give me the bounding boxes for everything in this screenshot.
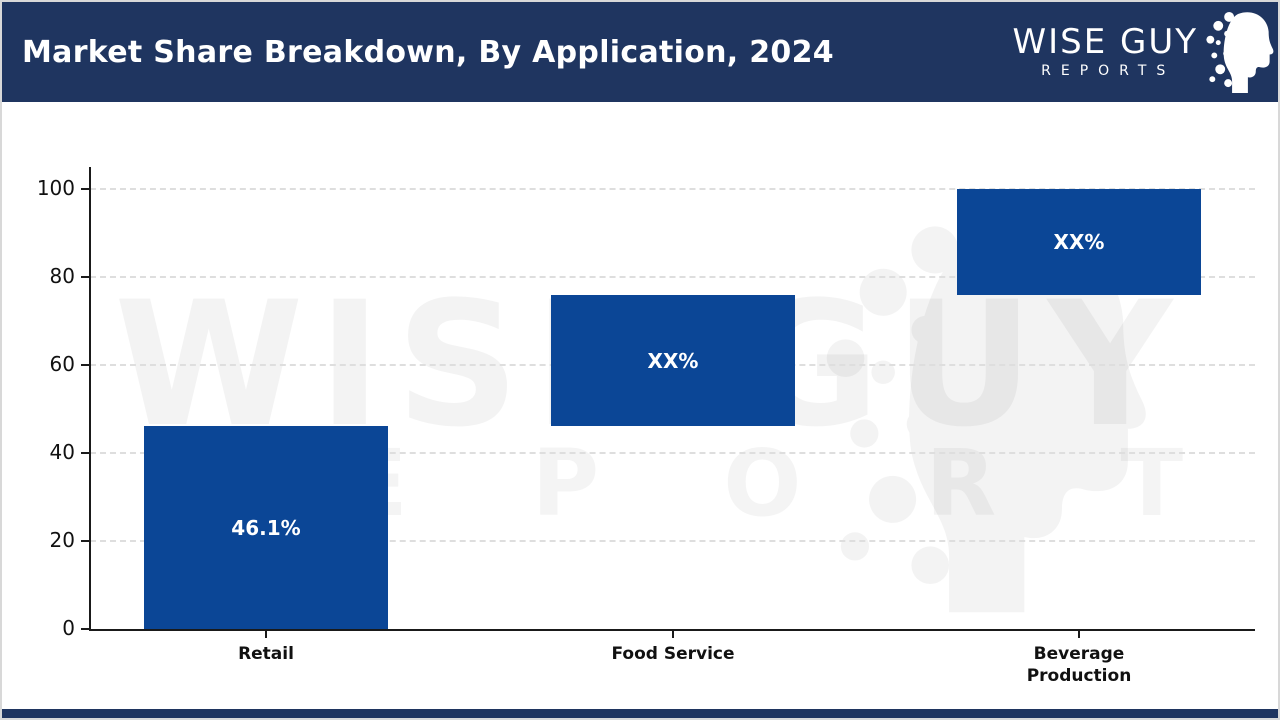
wiseguy-face-icon (1206, 11, 1274, 94)
gridline-40 (90, 452, 1255, 454)
wiseguy-logo: WISE GUY REPORTS (1012, 10, 1274, 94)
category-label-0: Retail (238, 644, 294, 664)
gridline-20 (90, 540, 1255, 542)
bar-food-service: XX% (551, 295, 795, 427)
bar-beverage-production: XX% (957, 189, 1201, 296)
bar-value-label: XX% (647, 348, 699, 373)
y-tick-label-100: 100 (36, 176, 75, 200)
logo-wiseguy-label: WISE GUY (1012, 22, 1198, 63)
x-tick-2 (1078, 629, 1080, 638)
footer-bar (2, 709, 1278, 718)
category-label-1: Food Service (611, 644, 735, 664)
bar-value-label: 46.1% (231, 515, 301, 540)
bar-retail: 46.1% (144, 426, 388, 629)
y-tick-label-40: 40 (49, 440, 75, 464)
page-title: Market Share Breakdown, By Application, … (22, 34, 834, 70)
y-tick-80 (81, 276, 90, 278)
x-tick-1 (672, 629, 674, 638)
y-tick-60 (81, 364, 90, 366)
y-tick-label-0: 0 (62, 616, 75, 640)
header: Market Share Breakdown, By Application, … (2, 2, 1278, 102)
y-tick-40 (81, 452, 90, 454)
wiseguy-logo-text: WISE GUY REPORTS (1012, 22, 1198, 79)
y-tick-label-60: 60 (49, 352, 75, 376)
gridline-100 (90, 188, 1255, 190)
bar-value-label: XX% (1053, 230, 1105, 255)
gridline-80 (90, 276, 1255, 278)
category-label-2: Beverage Production (1026, 644, 1132, 687)
y-tick-label-80: 80 (49, 264, 75, 288)
y-tick-label-20: 20 (49, 528, 75, 552)
x-tick-0 (265, 629, 267, 638)
logo-reports-label: REPORTS (1041, 62, 1176, 79)
y-tick-100 (81, 188, 90, 190)
y-axis-spine (89, 167, 91, 631)
y-tick-0 (81, 628, 90, 630)
x-axis-spine (89, 629, 1255, 631)
y-tick-20 (81, 540, 90, 542)
